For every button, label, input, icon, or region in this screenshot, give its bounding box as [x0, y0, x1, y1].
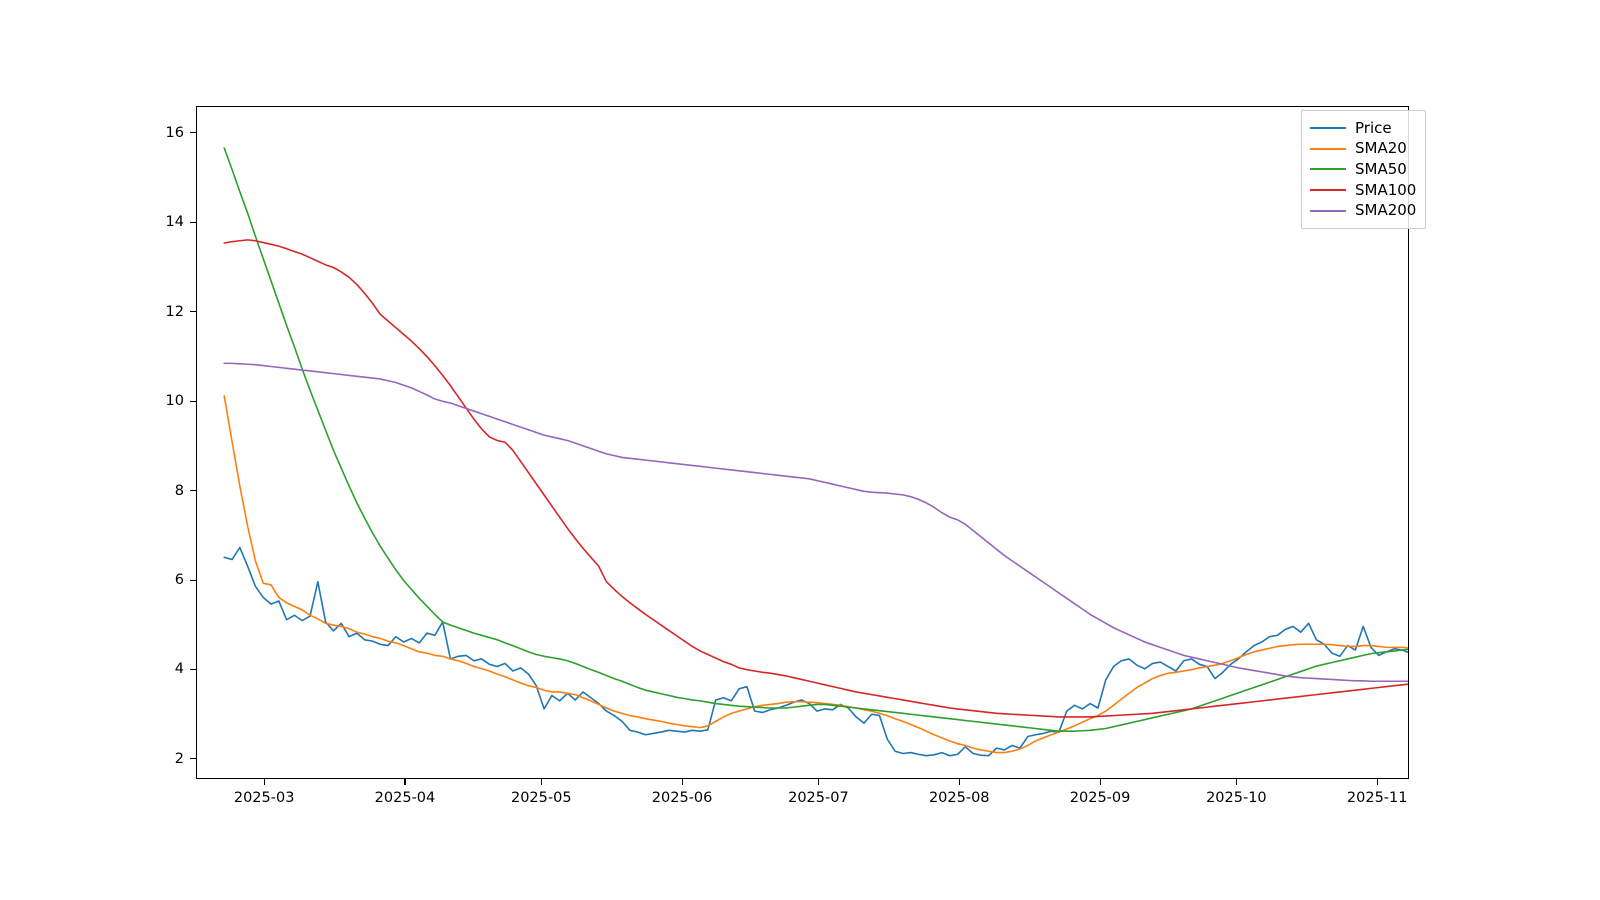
x-tick-label: 2025-07 [788, 790, 849, 806]
x-tick-label: 2025-06 [651, 790, 713, 806]
x-tick-mark [404, 779, 406, 785]
x-tick-label: 2025-03 [233, 790, 295, 806]
x-tick-mark [540, 779, 542, 785]
y-tick-mark [190, 132, 196, 134]
y-tick-mark [190, 311, 196, 313]
legend-label: Price [1355, 118, 1392, 137]
y-tick-label: 2 [174, 750, 184, 767]
x-tick-label: 2025-08 [928, 790, 990, 806]
y-tick-mark [190, 221, 196, 223]
y-tick-mark [190, 668, 196, 671]
legend-item-sma100[interactable]: SMA100 [1310, 180, 1416, 201]
x-tick-mark [817, 779, 819, 785]
legend-item-sma20[interactable]: SMA20 [1310, 139, 1416, 160]
legend-item-sma200[interactable]: SMA200 [1310, 200, 1416, 221]
y-tick-mark [190, 490, 196, 492]
legend-item-sma50[interactable]: SMA50 [1310, 159, 1416, 180]
y-tick-mark [190, 579, 196, 581]
y-tick-mark [190, 758, 196, 760]
legend-label: SMA20 [1355, 139, 1407, 158]
y-tick-label: 8 [174, 482, 184, 499]
series-line-sma200 [223, 362, 1408, 683]
y-tick-mark [190, 400, 196, 402]
x-tick-mark [1235, 779, 1237, 785]
x-tick-mark [263, 779, 265, 785]
plot-area [196, 106, 1409, 779]
y-tick-label: 12 [165, 303, 184, 320]
y-tick-label: 4 [174, 661, 184, 678]
y-tick-label: 6 [174, 572, 184, 588]
y-tick-label: 10 [165, 393, 184, 410]
legend-label: SMA50 [1355, 159, 1407, 178]
x-tick-mark [1099, 779, 1101, 785]
chart-legend: Price SMA20 SMA50 SMA100 SMA200 [1301, 110, 1427, 229]
x-tick-label: 2025-11 [1346, 790, 1408, 806]
legend-item-price[interactable]: Price [1310, 118, 1416, 139]
legend-swatch-icon [1310, 127, 1346, 130]
x-tick-label: 2025-10 [1206, 790, 1267, 806]
legend-swatch-icon [1310, 168, 1346, 171]
x-tick-mark [681, 779, 683, 785]
legend-swatch-icon [1310, 189, 1346, 192]
legend-swatch-icon [1310, 209, 1346, 212]
series-canvas [223, 147, 1408, 757]
x-tick-label: 2025-04 [374, 790, 436, 806]
series-line-sma50 [223, 147, 1408, 732]
series-line-price [223, 546, 1408, 757]
x-tick-mark [958, 779, 960, 785]
x-tick-label: 2025-09 [1069, 790, 1131, 806]
series-line-sma20 [223, 395, 1408, 754]
legend-label: SMA200 [1355, 201, 1417, 220]
legend-swatch-icon [1310, 147, 1346, 150]
legend-label: SMA100 [1355, 180, 1417, 199]
y-tick-label: 16 [165, 124, 184, 141]
x-tick-label: 2025-05 [510, 790, 572, 806]
series-line-sma100 [223, 239, 1408, 718]
x-tick-mark [1376, 779, 1378, 785]
y-tick-label: 14 [165, 214, 184, 231]
